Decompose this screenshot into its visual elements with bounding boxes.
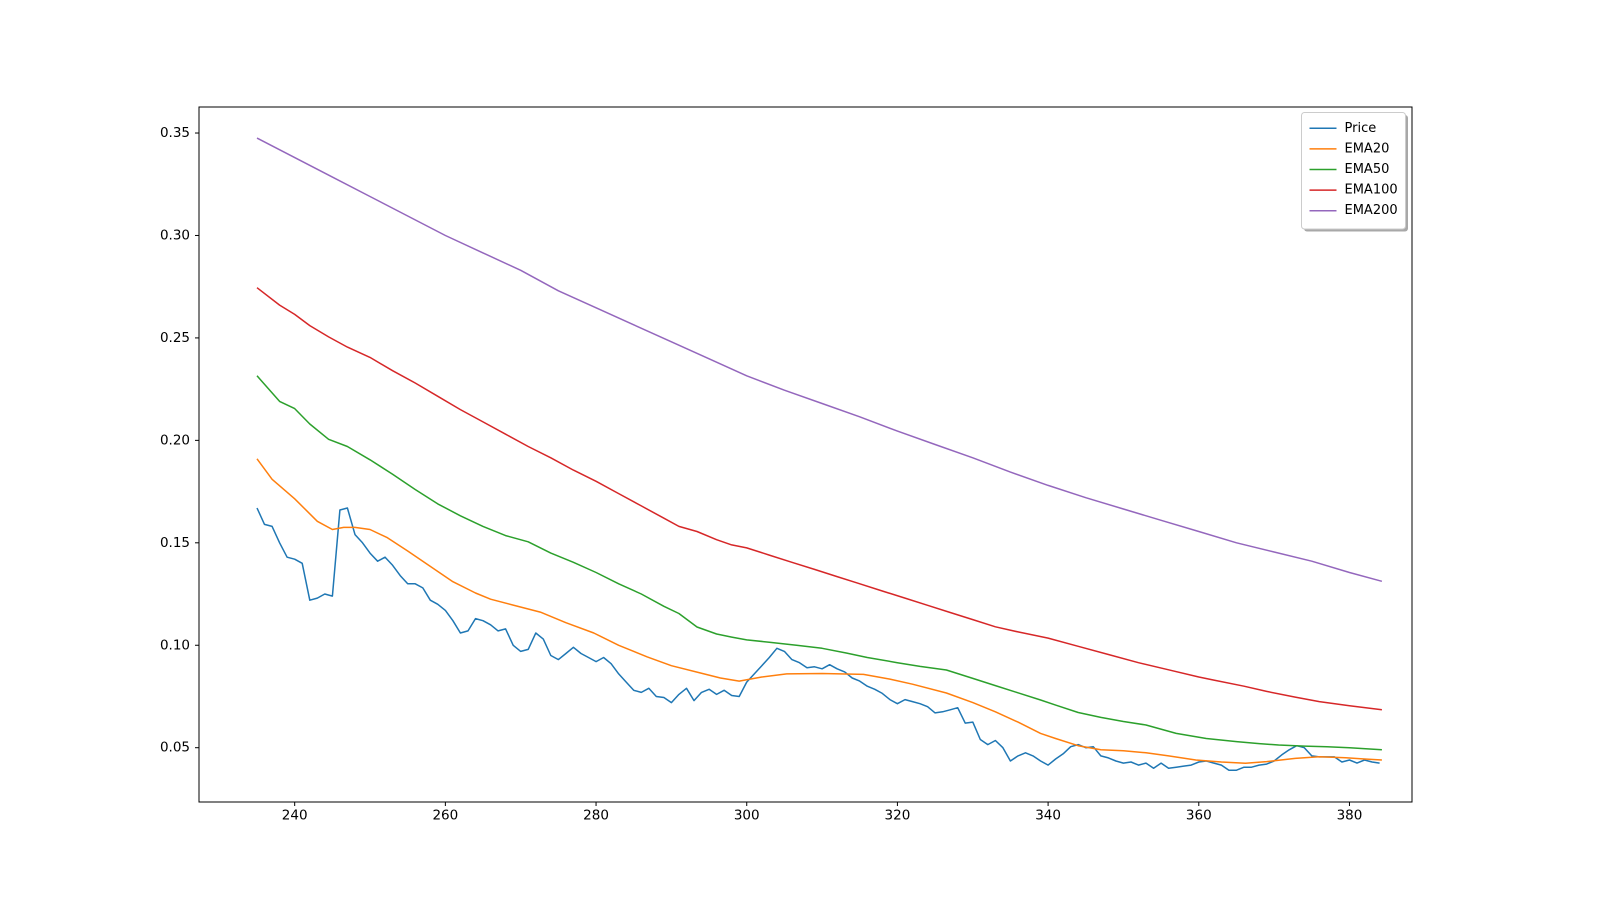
x-tick-label: 360 (1186, 808, 1212, 824)
ema100-line (256, 287, 1382, 711)
legend-label-ema100: EMA100 (1345, 183, 1398, 198)
x-tick-label: 280 (583, 808, 609, 824)
plot-border (198, 106, 1413, 803)
y-tick-label: 0.25 (160, 330, 190, 346)
legend-label-ema50: EMA50 (1345, 162, 1390, 177)
price-line (256, 507, 1380, 771)
y-tick-label: 0.35 (160, 125, 190, 141)
y-tick-label: 0.05 (160, 740, 190, 756)
x-tick-label: 300 (734, 808, 760, 824)
x-tick-label: 240 (282, 808, 308, 824)
ema50-line (256, 375, 1382, 751)
x-tick-label: 340 (1035, 808, 1061, 824)
y-tick-label: 0.20 (160, 432, 190, 448)
legend-label-ema200: EMA200 (1345, 203, 1398, 218)
legend-label-price: Price (1345, 121, 1377, 136)
legend-box (1301, 112, 1406, 230)
y-tick-label: 0.15 (160, 535, 190, 551)
x-tick-label: 260 (432, 808, 458, 824)
x-tick-label: 320 (885, 808, 911, 824)
ema20-line (256, 458, 1382, 765)
legend-label-ema20: EMA20 (1345, 141, 1390, 156)
x-tick-label: 380 (1337, 808, 1363, 824)
ema200-line (256, 137, 1383, 583)
plot-background (199, 107, 1412, 802)
y-tick-label: 0.30 (160, 227, 190, 243)
y-tick-label: 0.10 (160, 637, 190, 653)
